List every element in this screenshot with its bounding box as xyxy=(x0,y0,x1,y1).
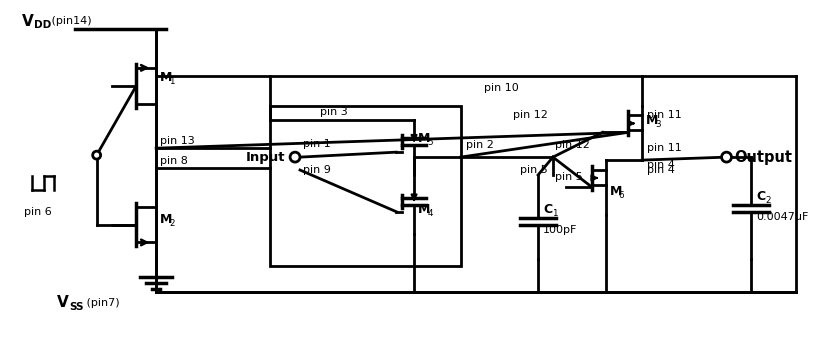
Text: pin 4: pin 4 xyxy=(647,160,675,170)
Text: pin 2: pin 2 xyxy=(466,140,494,150)
Text: pin 5: pin 5 xyxy=(520,165,548,175)
Text: $_1$: $_1$ xyxy=(552,206,559,219)
Text: pin 12: pin 12 xyxy=(513,110,548,120)
Text: Input: Input xyxy=(245,151,285,164)
Text: pin 13: pin 13 xyxy=(160,136,195,146)
Circle shape xyxy=(93,151,100,159)
Text: $_3$: $_3$ xyxy=(655,117,662,130)
Text: M: M xyxy=(646,114,658,127)
Text: $_4$: $_4$ xyxy=(427,206,434,219)
Text: pin 1: pin 1 xyxy=(303,139,331,149)
Text: Output: Output xyxy=(734,150,793,165)
Text: pin 12: pin 12 xyxy=(555,140,590,150)
Text: pin 9: pin 9 xyxy=(303,165,331,175)
Text: DD: DD xyxy=(35,20,51,30)
Text: M: M xyxy=(160,213,173,226)
Text: (pin14): (pin14) xyxy=(48,16,91,26)
Text: $_1$: $_1$ xyxy=(169,74,176,87)
Text: 100pF: 100pF xyxy=(543,225,578,235)
Text: $_2$: $_2$ xyxy=(169,216,176,229)
Text: V: V xyxy=(57,295,69,310)
Text: pin 6: pin 6 xyxy=(24,207,52,217)
Text: (pin7): (pin7) xyxy=(83,298,119,308)
Text: 0.0047uF: 0.0047uF xyxy=(756,212,809,222)
Text: pin 3: pin 3 xyxy=(320,107,347,118)
Text: SS: SS xyxy=(69,302,83,312)
Text: pin 4: pin 4 xyxy=(647,165,675,175)
Text: M: M xyxy=(160,71,173,84)
Text: $_2$: $_2$ xyxy=(765,193,772,206)
Bar xyxy=(270,106,461,266)
Text: pin 8: pin 8 xyxy=(160,156,188,166)
Text: $_6$: $_6$ xyxy=(618,188,625,201)
Text: C: C xyxy=(543,203,552,216)
Text: M: M xyxy=(418,132,430,145)
Text: V: V xyxy=(22,14,34,29)
Circle shape xyxy=(722,152,732,162)
Text: pin 5: pin 5 xyxy=(555,172,583,182)
Text: pin 11: pin 11 xyxy=(647,110,682,120)
Text: pin 11: pin 11 xyxy=(647,143,682,153)
Circle shape xyxy=(290,152,300,162)
Text: pin 10: pin 10 xyxy=(483,83,518,93)
Text: M: M xyxy=(610,185,622,198)
Text: $_5$: $_5$ xyxy=(427,135,434,148)
Text: C: C xyxy=(756,190,765,203)
Text: M: M xyxy=(418,203,430,216)
